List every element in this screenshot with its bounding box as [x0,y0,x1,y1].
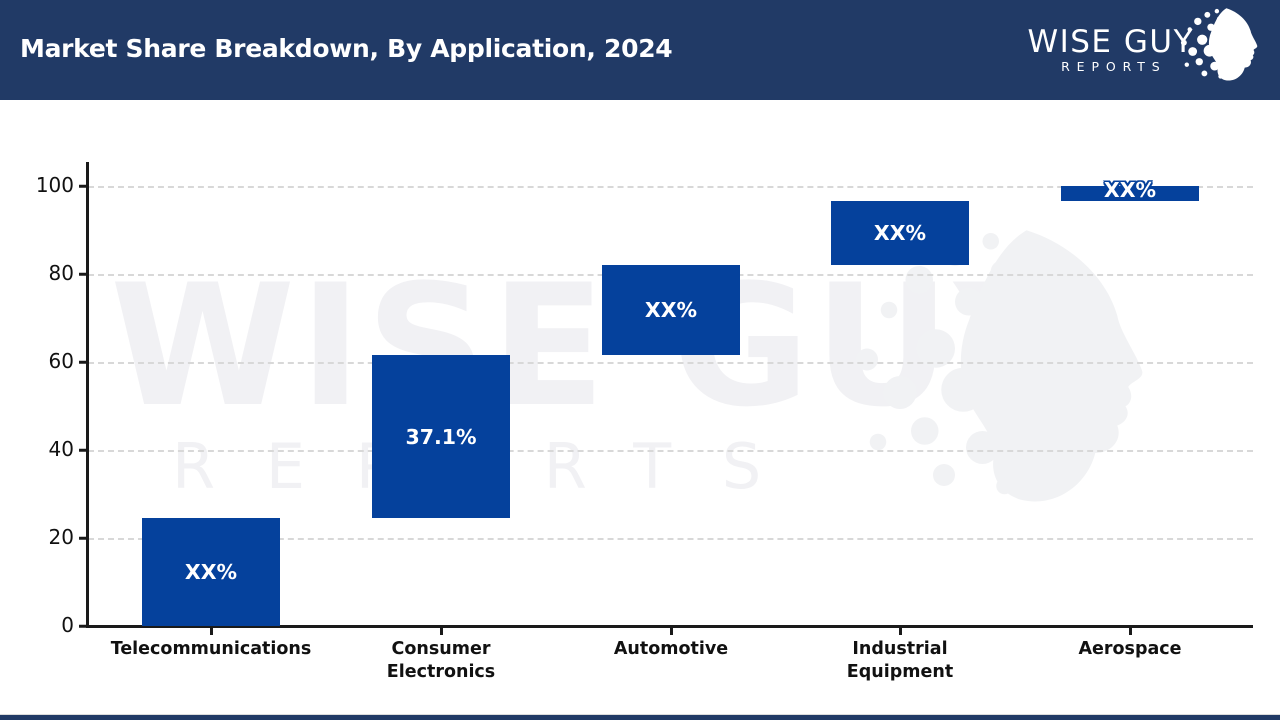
brand-logo-text: WISE GUY REPORTS [1027,23,1194,74]
bar-value-label: 37.1% [405,424,477,449]
x-category-label: Automotive [613,639,729,659]
bar-value-label: XX% [1103,177,1157,202]
bar-value-label: XX% [873,221,927,246]
chart-title: Market Share Breakdown, By Application, … [20,34,673,63]
y-tick-label: 80 [48,261,74,286]
bar-segment: 37.1% [372,354,510,519]
y-tick-mark [79,360,87,364]
bar-segment: XX% [1061,178,1199,202]
grid-line [88,450,1253,452]
brand-logo: WISE GUY REPORTS [1027,4,1266,96]
y-tick-mark [79,536,87,540]
y-tick-label: 100 [35,173,74,198]
grid-line [88,186,1253,188]
y-tick-mark [79,184,87,188]
x-tick-mark [210,628,213,635]
x-axis-line [86,625,1253,628]
x-category-label: Industrial Equipment [846,639,954,682]
grid-line [88,362,1253,364]
bar-segment: XX% [142,518,280,626]
brand-name: WISE GUY [1027,23,1194,60]
grid-line [88,538,1253,540]
bar-value-label: XX% [644,297,698,322]
y-tick-label: 0 [61,613,74,638]
x-tick-mark [899,628,902,635]
x-tick-mark [670,628,673,635]
brand-subname: REPORTS [1061,58,1167,74]
y-axis-line [86,162,89,628]
y-tick-mark [79,272,87,276]
x-category-label: Telecommunications [110,639,312,659]
header-banner: Market Share Breakdown, By Application, … [0,0,1280,100]
bar-segment: XX% [831,201,969,265]
y-tick-label: 40 [48,437,74,462]
y-tick-mark [79,448,87,452]
bar-value-label: XX% [184,560,238,585]
y-tick-mark [79,624,87,628]
x-tick-mark [1129,628,1132,635]
x-category-label: Consumer Electronics [386,639,496,682]
x-tick-mark [440,628,443,635]
x-category-label: Aerospace [1078,639,1182,659]
y-tick-label: 60 [48,349,74,374]
footer-bar [0,715,1280,720]
y-tick-label: 20 [48,525,74,550]
footer-divider [0,714,1280,715]
bar-segment: XX% [602,264,740,355]
